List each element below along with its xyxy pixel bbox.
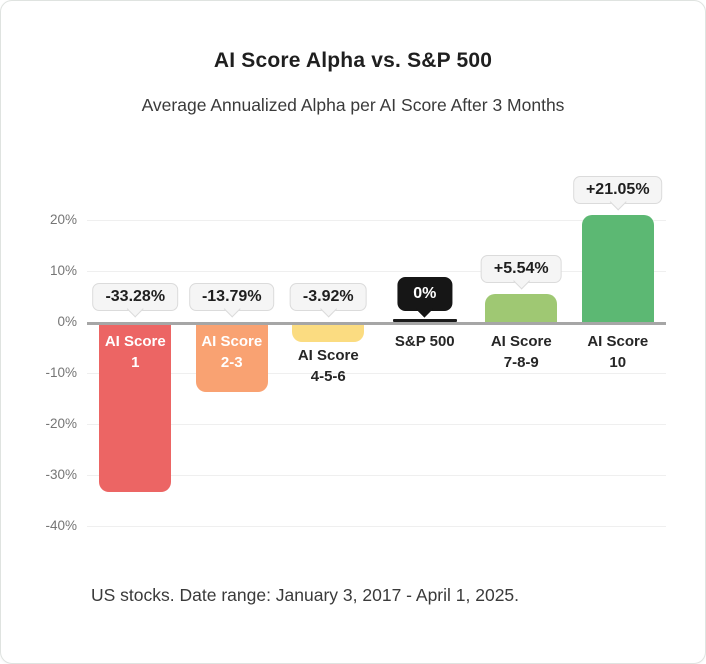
grid-line <box>87 271 666 272</box>
value-label-ai-score-2-3: -13.79% <box>188 283 275 318</box>
bar-ai-score-2-3[interactable] <box>195 322 268 393</box>
y-axis-tick-label: -20% <box>45 416 77 431</box>
y-axis-tick-label: -40% <box>45 518 77 533</box>
bar-ai-score-1[interactable] <box>99 322 172 492</box>
chart-title: AI Score Alpha vs. S&P 500 <box>213 49 493 72</box>
value-label-s-p-500: 0% <box>397 277 453 318</box>
category-label-s-p-500: S&P 500 <box>395 331 455 352</box>
grid-line <box>87 475 666 476</box>
category-label-line: S&P 500 <box>394 333 455 350</box>
value-label-ai-score-7-8-9: +5.54% <box>480 254 562 290</box>
grid-line <box>87 220 666 221</box>
tooltip-caret-icon <box>223 300 241 318</box>
category-label-line: 4-5-6 <box>310 367 346 385</box>
grid-line <box>87 424 666 425</box>
value-label-text: -33.28% <box>92 283 179 318</box>
category-label-ai-score-7-8-9: AI Score 7-8-9 <box>491 331 552 373</box>
bar-ai-score-4-5-6[interactable] <box>292 322 365 342</box>
bar-ai-score-7-8-9[interactable] <box>485 293 558 322</box>
category-label-line: 2-3 <box>220 354 243 371</box>
y-axis-tick-label: 20% <box>49 212 77 227</box>
bar-ai-score-10[interactable] <box>581 214 654 322</box>
category-label-line: 1 <box>131 354 140 371</box>
zero-line <box>87 322 666 325</box>
chart-subtitle: Average Annualized Alpha per AI Score Af… <box>141 95 565 115</box>
value-label-text: -13.79% <box>188 283 275 318</box>
category-label-line: AI Score <box>490 333 552 350</box>
tooltip-caret-icon <box>319 300 337 318</box>
chart-footnote: US stocks. Date range: January 3, 2017 -… <box>91 585 520 605</box>
category-label-ai-score-4-5-6: AI Score 4-5-6 <box>298 345 359 387</box>
y-axis-tick-label: -30% <box>45 467 77 482</box>
value-label-text: 0% <box>397 277 453 318</box>
value-label-text: +21.05% <box>572 175 663 211</box>
tooltip-caret-icon <box>416 300 434 318</box>
value-label-text: +5.54% <box>480 254 562 290</box>
value-label-ai-score-1: -33.28% <box>92 283 179 318</box>
y-axis-tick-label: 10% <box>49 263 77 278</box>
grid-line <box>87 526 666 527</box>
tooltip-caret-icon <box>609 193 627 211</box>
y-axis-tick-label: 0% <box>57 314 77 329</box>
category-label-ai-score-2-3: AI Score 2-3 <box>201 331 262 373</box>
category-label-line: 7-8-9 <box>503 354 539 371</box>
value-label-text: -3.92% <box>289 283 367 318</box>
category-label-line: AI Score <box>104 333 166 350</box>
tooltip-caret-icon <box>126 300 144 318</box>
bar-s-p-500[interactable] <box>392 319 457 322</box>
category-label-line: AI Score <box>587 333 649 350</box>
value-label-ai-score-4-5-6: -3.92% <box>289 283 367 318</box>
value-label-ai-score-10: +21.05% <box>572 175 663 211</box>
grid-line <box>87 373 666 374</box>
category-label-line: AI Score <box>297 346 359 364</box>
y-axis-tick-label: -10% <box>45 365 77 380</box>
category-label-ai-score-1: AI Score 1 <box>105 331 166 373</box>
category-label-line: AI Score <box>201 333 263 350</box>
category-label-line: 10 <box>609 354 627 371</box>
category-label-ai-score-10: AI Score 10 <box>587 331 648 373</box>
tooltip-caret-icon <box>512 272 530 290</box>
